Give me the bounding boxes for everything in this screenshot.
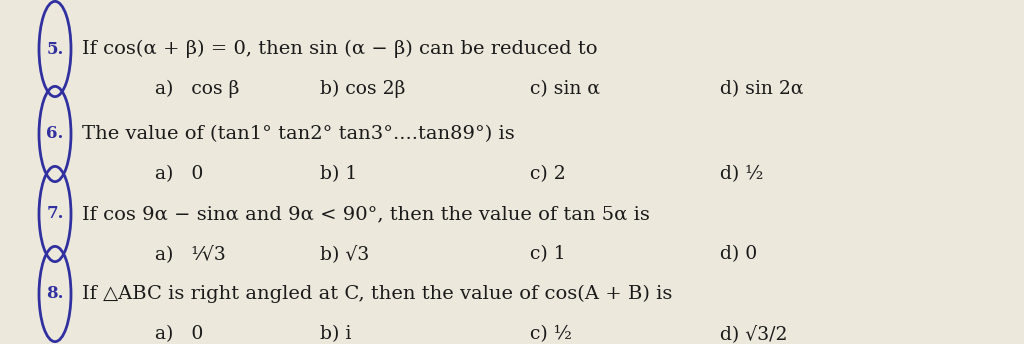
Text: a)   ¹⁄√3: a) ¹⁄√3 — [155, 245, 225, 263]
Text: c) ½: c) ½ — [530, 325, 571, 343]
Text: 8.: 8. — [46, 286, 63, 302]
Text: If cos 9α − sinα and 9α < 90°, then the value of tan 5α is: If cos 9α − sinα and 9α < 90°, then the … — [82, 205, 650, 223]
Text: 7.: 7. — [46, 205, 63, 223]
Text: The value of (tan1° tan2° tan3°....tan89°) is: The value of (tan1° tan2° tan3°....tan89… — [82, 125, 515, 143]
Text: c) sin α: c) sin α — [530, 80, 600, 98]
Text: a)   cos β: a) cos β — [155, 80, 240, 98]
Text: 5.: 5. — [46, 41, 63, 57]
Text: d) √3/2: d) √3/2 — [720, 325, 787, 343]
Text: d) 0: d) 0 — [720, 245, 758, 263]
Text: If △ABC is right angled at C, then the value of cos(A + B) is: If △ABC is right angled at C, then the v… — [82, 285, 673, 303]
Text: b) √3: b) √3 — [319, 245, 370, 263]
Text: b) i: b) i — [319, 325, 351, 343]
Text: d) ½: d) ½ — [720, 165, 763, 183]
Text: c) 2: c) 2 — [530, 165, 565, 183]
Text: a)   0: a) 0 — [155, 325, 204, 343]
Text: c) 1: c) 1 — [530, 245, 565, 263]
Text: d) sin 2α: d) sin 2α — [720, 80, 804, 98]
Text: a)   0: a) 0 — [155, 165, 204, 183]
Text: If cos(α + β) = 0, then sin (α − β) can be reduced to: If cos(α + β) = 0, then sin (α − β) can … — [82, 40, 597, 58]
Text: b) 1: b) 1 — [319, 165, 357, 183]
Text: 6.: 6. — [46, 126, 63, 142]
Text: b) cos 2β: b) cos 2β — [319, 80, 406, 98]
